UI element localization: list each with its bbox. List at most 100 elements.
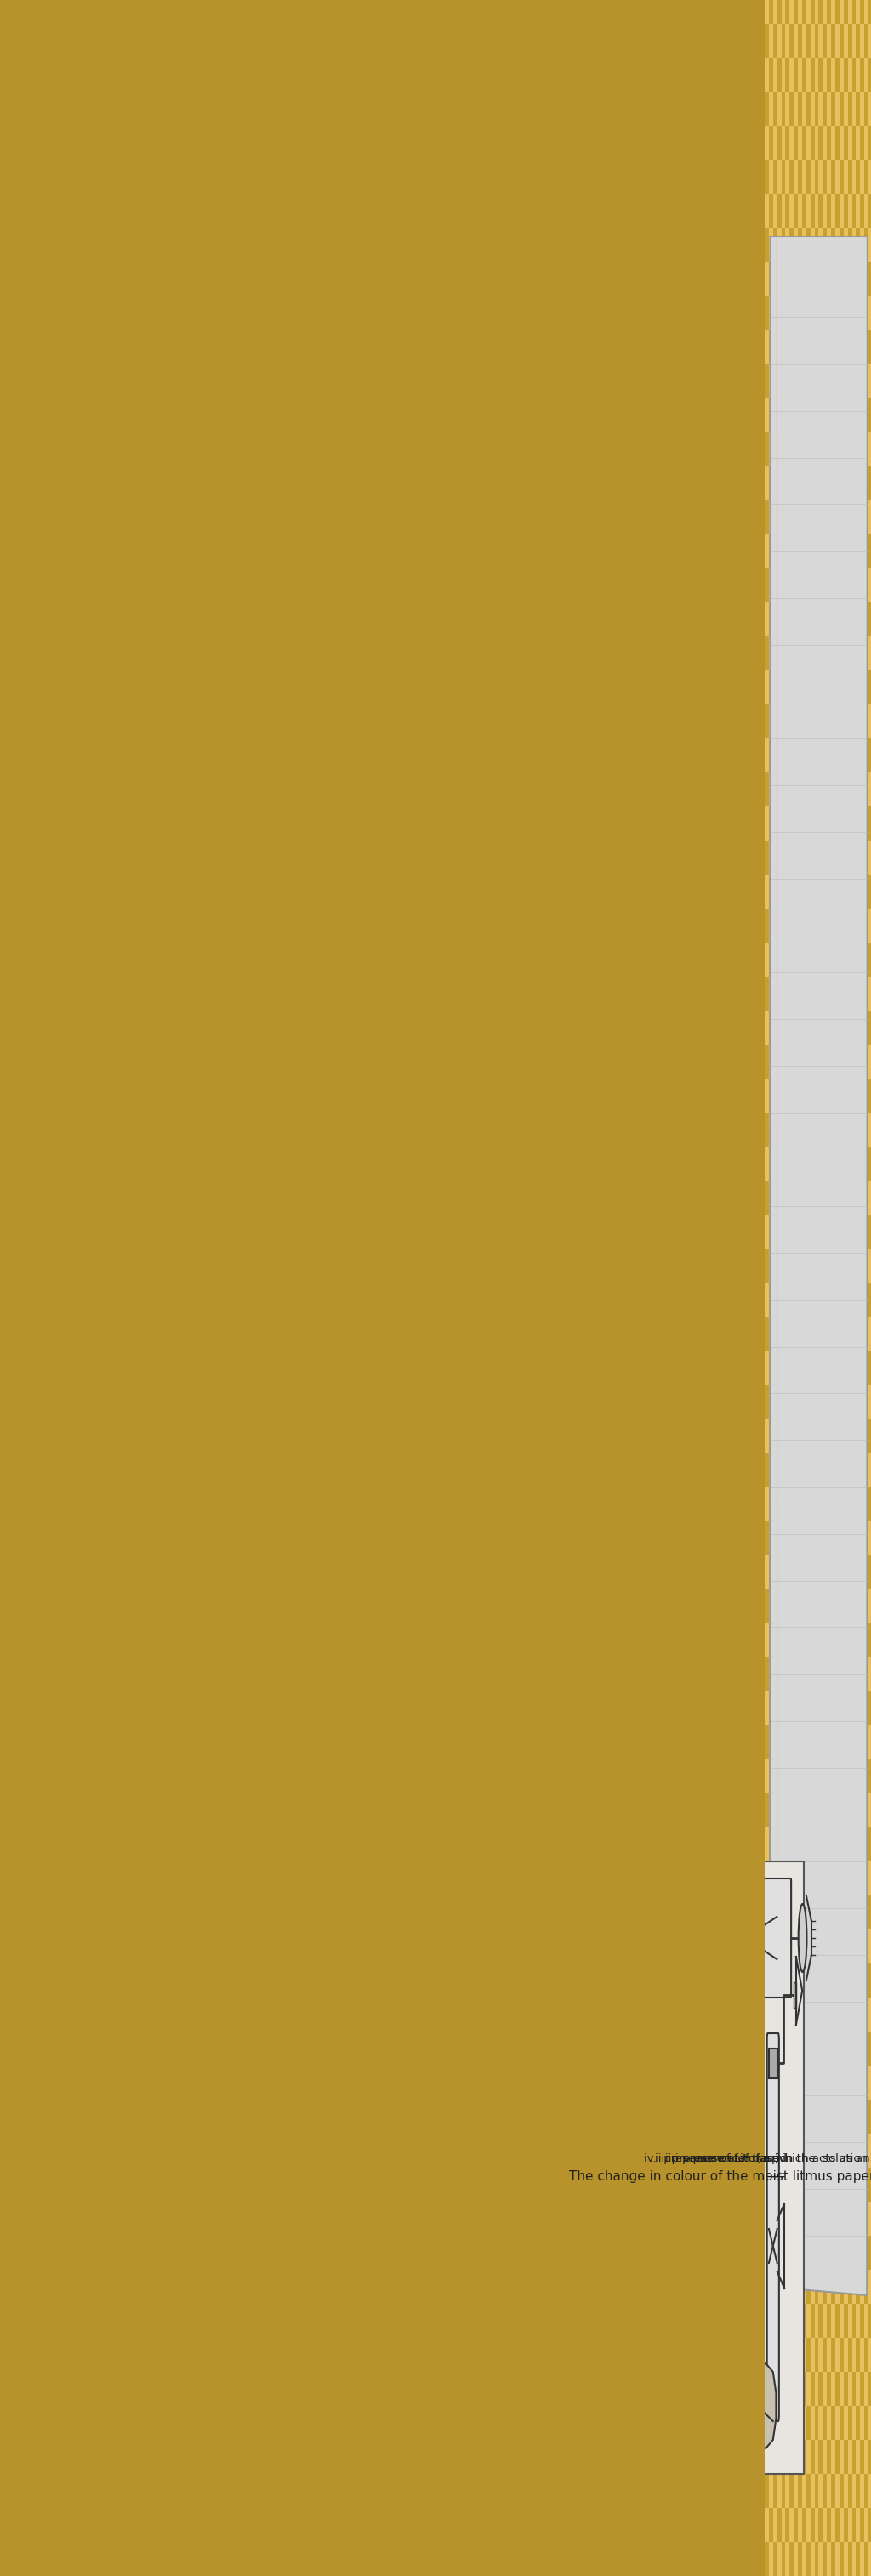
Bar — [852, 2303, 856, 2339]
Bar — [810, 1249, 814, 1283]
Bar — [773, 1486, 777, 1520]
Bar — [852, 1623, 856, 1656]
Bar — [827, 1826, 831, 1862]
Bar — [781, 1113, 786, 1146]
Bar — [827, 1180, 831, 1216]
Bar — [765, 23, 769, 57]
Bar — [864, 1453, 868, 1486]
Bar — [819, 1826, 823, 1862]
Bar — [856, 2202, 861, 2236]
Bar — [781, 1896, 786, 1929]
Bar — [798, 1350, 802, 1386]
Bar — [861, 2372, 864, 2406]
Bar — [831, 1862, 835, 1896]
Bar — [827, 263, 831, 296]
Bar — [864, 1623, 868, 1656]
Bar — [861, 806, 864, 840]
Bar — [831, 126, 835, 160]
Bar — [844, 330, 847, 363]
Bar — [777, 976, 781, 1010]
Bar — [798, 2099, 802, 2133]
Bar — [802, 2236, 807, 2269]
Bar — [856, 363, 861, 399]
Bar — [864, 466, 868, 500]
Bar — [777, 1316, 781, 1350]
Bar — [861, 1146, 864, 1180]
Bar — [793, 229, 798, 263]
Bar — [777, 909, 781, 943]
Bar — [861, 466, 864, 500]
Bar — [777, 2099, 781, 2133]
Bar — [840, 1793, 844, 1826]
Bar — [802, 330, 807, 363]
Bar — [810, 2509, 814, 2543]
Bar — [868, 1486, 871, 1520]
Bar — [810, 1589, 814, 1623]
Bar — [840, 1419, 844, 1453]
Bar — [802, 1350, 807, 1386]
Bar — [819, 433, 823, 466]
Bar — [807, 433, 810, 466]
Bar — [861, 773, 864, 806]
Bar — [823, 1283, 827, 1316]
Bar — [847, 2202, 852, 2236]
Bar — [802, 399, 807, 433]
Bar — [786, 909, 790, 943]
Bar — [773, 1046, 777, 1079]
Bar — [786, 1079, 790, 1113]
Bar — [847, 1556, 852, 1589]
Bar — [823, 399, 827, 433]
Bar — [844, 1249, 847, 1283]
Bar — [864, 703, 868, 739]
Bar — [807, 1623, 810, 1656]
Bar — [856, 466, 861, 500]
Bar — [802, 93, 807, 126]
Bar — [827, 2339, 831, 2372]
Bar — [793, 739, 798, 773]
Bar — [765, 1996, 769, 2032]
Bar — [798, 1216, 802, 1249]
Bar — [840, 806, 844, 840]
Bar — [856, 1726, 861, 1759]
Bar — [773, 1862, 777, 1896]
Bar — [844, 1486, 847, 1520]
Bar — [769, 1692, 773, 1726]
Bar — [802, 296, 807, 330]
Bar — [807, 1386, 810, 1419]
Bar — [807, 1216, 810, 1249]
Bar — [802, 1963, 807, 1996]
Bar — [798, 2543, 802, 2576]
Bar — [773, 1146, 777, 1180]
Bar — [827, 2032, 831, 2066]
Bar — [781, 1929, 786, 1963]
Bar — [852, 330, 856, 363]
Bar — [814, 943, 819, 976]
Bar — [777, 636, 781, 670]
Bar — [773, 57, 777, 93]
Bar — [840, 1216, 844, 1249]
Bar — [831, 1113, 835, 1146]
Bar — [861, 229, 864, 263]
Bar — [810, 1386, 814, 1419]
Bar — [844, 433, 847, 466]
Bar — [827, 2202, 831, 2236]
Bar — [847, 976, 852, 1010]
Bar — [847, 1350, 852, 1386]
Bar — [765, 1079, 769, 1113]
Bar — [861, 1963, 864, 1996]
Bar — [814, 2372, 819, 2406]
Bar — [823, 1726, 827, 1759]
Bar — [798, 1453, 802, 1486]
Bar — [819, 2372, 823, 2406]
Bar — [793, 1486, 798, 1520]
Bar — [793, 670, 798, 703]
Bar — [852, 500, 856, 533]
Bar — [781, 2473, 786, 2509]
Bar — [856, 703, 861, 739]
Bar — [823, 2509, 827, 2543]
Bar — [769, 739, 773, 773]
Bar — [810, 1453, 814, 1486]
Bar — [810, 363, 814, 399]
Bar — [856, 1010, 861, 1046]
Bar — [840, 2202, 844, 2236]
